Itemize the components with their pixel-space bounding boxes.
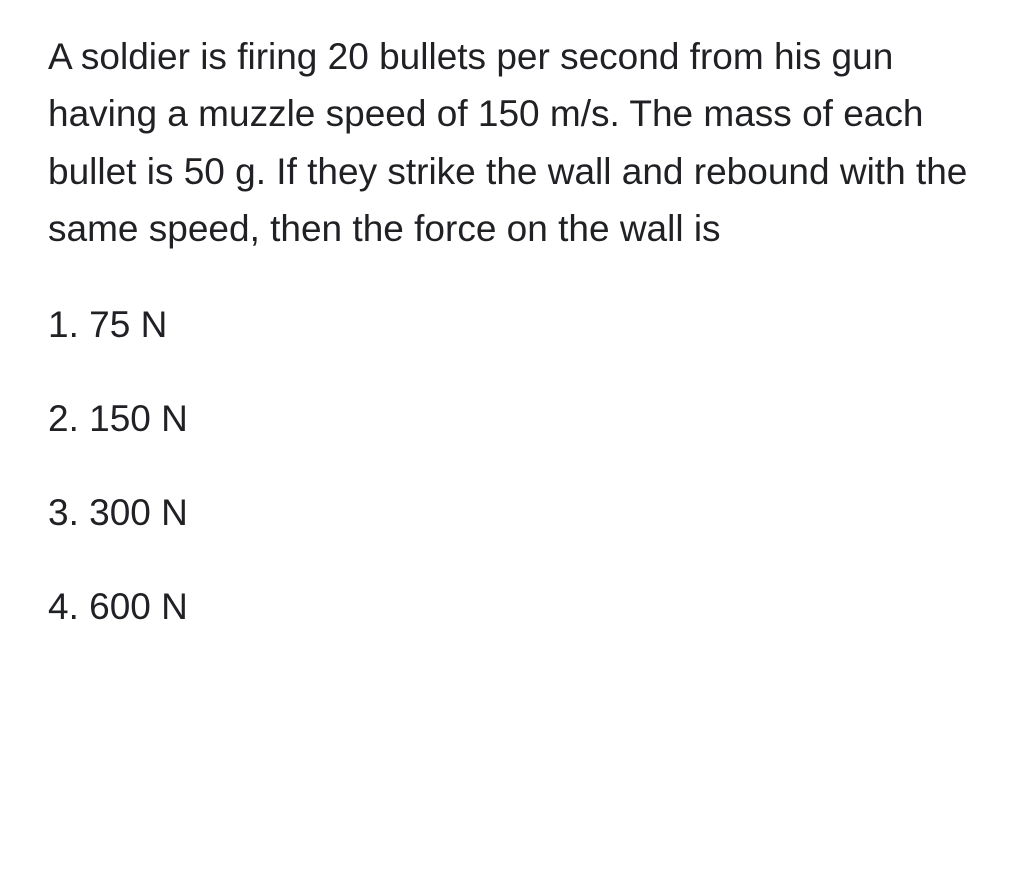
- question-text: A soldier is firing 20 bullets per secon…: [48, 28, 968, 257]
- option-2[interactable]: 2. 150 N: [48, 393, 976, 445]
- option-1[interactable]: 1. 75 N: [48, 299, 976, 351]
- option-number: 2.: [48, 398, 79, 439]
- option-number: 1.: [48, 304, 79, 345]
- option-text: 300 N: [89, 492, 188, 533]
- option-number: 4.: [48, 586, 79, 627]
- option-3[interactable]: 3. 300 N: [48, 487, 976, 539]
- options-list: 1. 75 N 2. 150 N 3. 300 N 4. 600 N: [48, 299, 976, 632]
- option-text: 600 N: [89, 586, 188, 627]
- option-number: 3.: [48, 492, 79, 533]
- option-text: 150 N: [89, 398, 188, 439]
- option-text: 75 N: [89, 304, 167, 345]
- option-4[interactable]: 4. 600 N: [48, 581, 976, 633]
